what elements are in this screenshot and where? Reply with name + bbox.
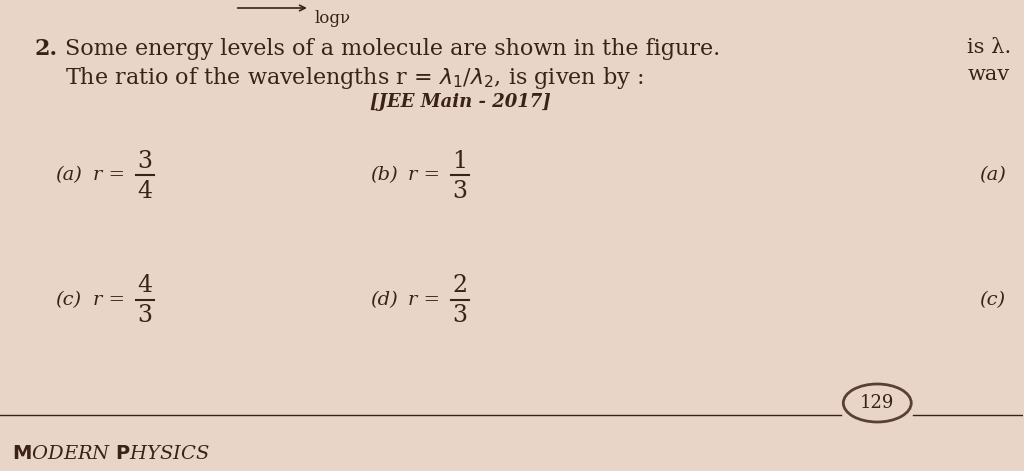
Text: 3: 3 — [137, 304, 153, 327]
Text: 4: 4 — [137, 275, 153, 298]
Text: r =: r = — [408, 166, 439, 184]
Text: [JEE Main - 2017]: [JEE Main - 2017] — [370, 93, 551, 111]
Text: Some energy levels of a molecule are shown in the figure.: Some energy levels of a molecule are sho… — [65, 38, 720, 60]
Text: (a): (a) — [979, 166, 1006, 184]
Text: The ratio of the wavelengths r = $\lambda_1$/$\lambda_2$, is given by :: The ratio of the wavelengths r = $\lambd… — [65, 65, 643, 91]
Text: 3: 3 — [453, 304, 467, 327]
Text: (d): (d) — [370, 291, 397, 309]
Text: wav: wav — [968, 65, 1010, 84]
Text: 3: 3 — [137, 149, 153, 172]
Text: (a): (a) — [55, 166, 82, 184]
Text: 3: 3 — [453, 179, 467, 203]
Text: 2.: 2. — [35, 38, 58, 60]
Text: (c): (c) — [979, 291, 1006, 309]
Text: r =: r = — [93, 291, 125, 309]
Text: (c): (c) — [55, 291, 81, 309]
Text: r =: r = — [408, 291, 439, 309]
Text: r =: r = — [93, 166, 125, 184]
Text: $\mathbf{M}$ODERN $\mathbf{P}$HYSICS: $\mathbf{M}$ODERN $\mathbf{P}$HYSICS — [12, 445, 210, 463]
Text: is λ.: is λ. — [968, 38, 1012, 57]
Text: logν: logν — [314, 10, 351, 27]
Text: 4: 4 — [137, 179, 153, 203]
Text: (b): (b) — [370, 166, 397, 184]
Text: 129: 129 — [860, 394, 894, 412]
Text: 1: 1 — [452, 149, 467, 172]
Text: 2: 2 — [452, 275, 467, 298]
